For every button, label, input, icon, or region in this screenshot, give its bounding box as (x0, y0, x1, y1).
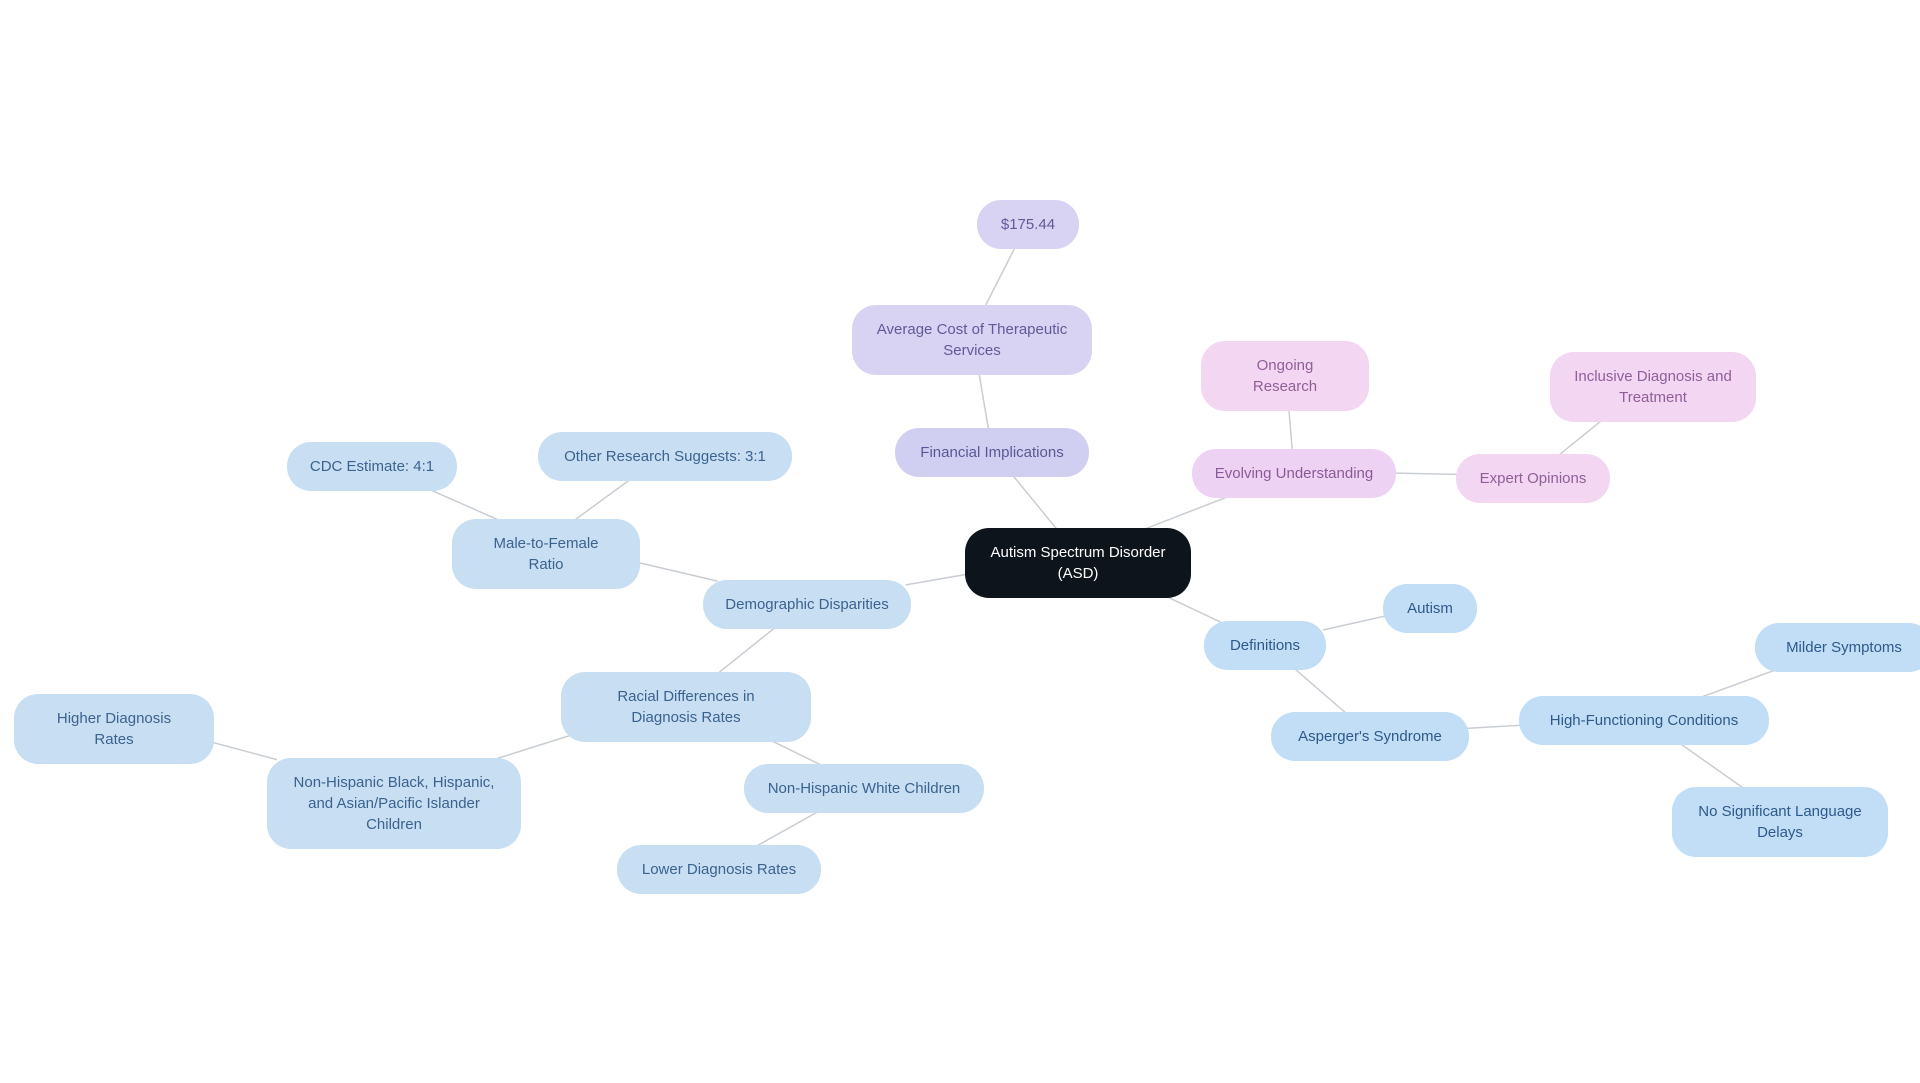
edge-aspergers-highfunc (1464, 725, 1525, 729)
edge-definitions-autism (1323, 616, 1385, 630)
edge-highfunc-nolang (1674, 739, 1744, 788)
node-evolving: Evolving Understanding (1192, 449, 1396, 498)
edge-avgcost-cost (985, 243, 1017, 306)
node-racial: Racial Differences in Diagnosis Rates (561, 672, 811, 742)
node-other: Other Research Suggests: 3:1 (538, 432, 792, 481)
node-avgcost: Average Cost of Therapeutic Services (852, 305, 1092, 375)
node-ratio: Male-to-Female Ratio (452, 519, 640, 589)
edges-layer (0, 0, 1920, 1083)
edge-definitions-aspergers (1289, 664, 1346, 713)
node-root: Autism Spectrum Disorder (ASD) (965, 528, 1191, 598)
node-expert: Expert Opinions (1456, 454, 1610, 503)
edge-ratio-other (575, 475, 637, 520)
node-nhblack: Non-Hispanic Black, Hispanic, and Asian/… (267, 758, 521, 849)
node-nhwhite: Non-Hispanic White Children (744, 764, 984, 813)
node-inclusive: Inclusive Diagnosis and Treatment (1550, 352, 1756, 422)
node-aspergers: Asperger's Syndrome (1271, 712, 1469, 761)
node-nolang: No Significant Language Delays (1672, 787, 1888, 857)
edge-root-financial (1009, 471, 1057, 529)
node-highfunc: High-Functioning Conditions (1519, 696, 1769, 745)
edge-root-demographic (906, 574, 971, 585)
edge-demographic-racial (718, 623, 781, 673)
node-definitions: Definitions (1204, 621, 1326, 670)
node-autism: Autism (1383, 584, 1477, 633)
node-ongoing: Ongoing Research (1201, 341, 1369, 411)
edge-demographic-ratio (635, 562, 717, 581)
node-cost: $175.44 (977, 200, 1079, 249)
node-higher: Higher Diagnosis Rates (14, 694, 214, 764)
node-financial: Financial Implications (895, 428, 1089, 477)
node-lower: Lower Diagnosis Rates (617, 845, 821, 894)
node-cdc: CDC Estimate: 4:1 (287, 442, 457, 491)
edge-evolving-expert (1391, 473, 1460, 474)
node-milder: Milder Symptoms (1755, 623, 1920, 672)
node-demographic: Demographic Disparities (703, 580, 911, 629)
